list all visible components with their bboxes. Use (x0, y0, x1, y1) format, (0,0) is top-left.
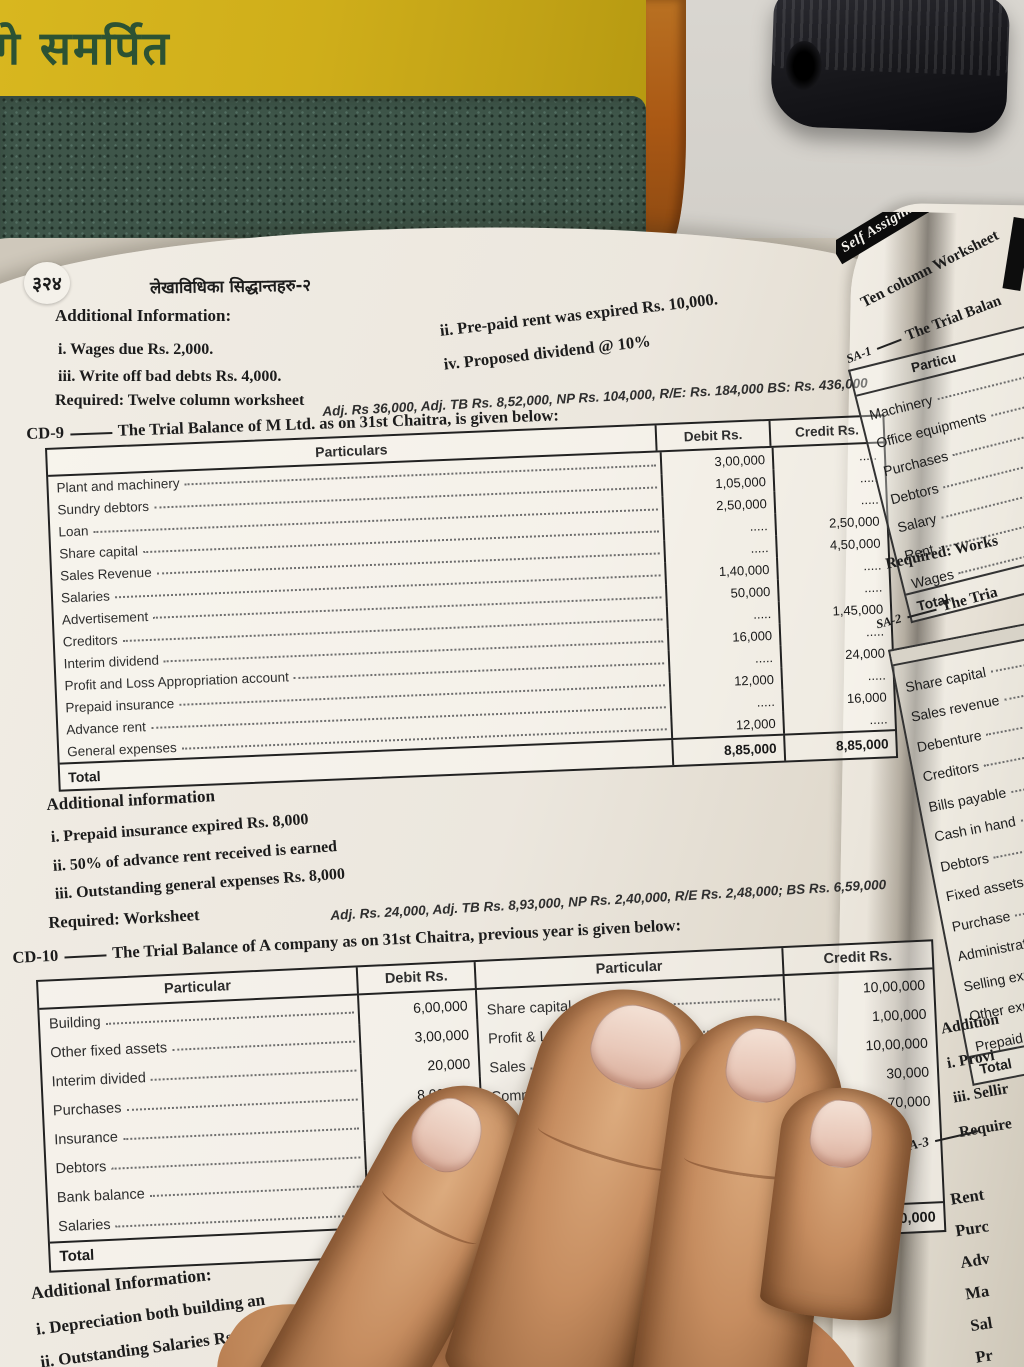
row-label: Plant and machinery (56, 475, 180, 496)
cd9-body: Plant and machinery 3,00,000 ..... Sundr… (48, 443, 895, 762)
dotted-leader (993, 828, 1024, 859)
dotted-leader (149, 1184, 362, 1197)
row-label: Advertisement (61, 608, 149, 627)
row-label: Creditors (62, 631, 118, 649)
chapter-header: लेखाविधिका सिद्धान्तहरु-२ (149, 275, 312, 298)
page-number-badge: ३२४ (24, 262, 70, 304)
poster-dark-band (0, 96, 646, 242)
list-item: Pr (973, 1345, 995, 1367)
fingernail (721, 1023, 802, 1107)
poster-orange-edge (646, 0, 686, 246)
dotted-leader (990, 388, 1024, 417)
knuckle-crease (535, 1117, 676, 1179)
knuckle-crease (377, 1180, 483, 1252)
dotted-leader (1003, 679, 1024, 701)
col-debit: Debit Rs. (654, 420, 770, 451)
cd9-trial-balance-table: Particulars Debit Rs. Credit Rs. Plant a… (45, 414, 899, 792)
row-label-left: Building (48, 1013, 101, 1032)
sa1-tag: SA-1 (844, 343, 874, 367)
dotted-leader (1020, 798, 1024, 822)
sa2-tag: SA-2 (874, 611, 903, 632)
blank-line (69, 429, 112, 436)
info-item: i. Wages due Rs. 2,000. (58, 341, 214, 358)
row-label-left: Purchases (52, 1099, 122, 1119)
blank-line (906, 605, 937, 619)
list-item: Adv (958, 1248, 991, 1272)
fingernail (806, 1096, 877, 1172)
poster-devanagari-text: गे समर्पित (0, 21, 171, 75)
cd9-tag: CD-9 (26, 422, 65, 443)
row-label: Interim dividend (63, 652, 160, 671)
sa2-rows: Share capital Sales revenue Debenture Credi… (893, 626, 1024, 1055)
blank-line (64, 951, 107, 959)
dotted-leader (122, 1126, 360, 1140)
row-label: Sundry debtors (57, 498, 150, 518)
row-label: Loan (58, 522, 89, 540)
info1-required: Required: Twelve column worksheet (55, 392, 305, 409)
row-label: Prepaid insurance (65, 695, 175, 715)
row-label-left: Insurance (53, 1128, 119, 1148)
dotted-leader (1010, 768, 1024, 793)
knob-hole (784, 40, 823, 92)
row-label-left: Salaries (57, 1216, 111, 1235)
row-label: General expenses (66, 739, 177, 759)
dotted-leader (115, 1213, 364, 1228)
row-label: Sales Revenue (59, 564, 152, 583)
sa3-list: Rent Purc Adv Ma Sal Pr (948, 1179, 1012, 1367)
dotted-leader (172, 1040, 356, 1051)
row-label-left: Bank balance (56, 1185, 146, 1206)
row-label-left: Other fixed assets (49, 1039, 168, 1061)
cd10-tag: CD-10 (12, 945, 59, 967)
row-label: Advance rent (66, 718, 147, 737)
dotted-leader (111, 1155, 361, 1170)
page-number: ३२४ (32, 274, 62, 295)
dotted-leader (990, 649, 1024, 673)
row-label: Share capital (58, 542, 139, 562)
row-label-left: Debtors (55, 1158, 107, 1177)
total-debit: 8,85,000 (671, 735, 785, 766)
yellow-poster: गे समर्पित (0, 0, 672, 242)
blank-line (875, 335, 902, 350)
row-label: Salaries (60, 588, 111, 605)
row-label-left: Interim divided (51, 1069, 147, 1090)
dotted-leader (126, 1098, 358, 1111)
dotted-leader (986, 708, 1024, 736)
debit-amount: 12,000 (670, 711, 784, 739)
info-item: iii. Write off bad debts Rs. 4,000. (58, 368, 282, 385)
dotted-leader (150, 1069, 357, 1081)
dotted-leader (983, 738, 1024, 767)
dotted-leader (1014, 888, 1024, 917)
dotted-leader (105, 1011, 354, 1025)
black-wall-knob (769, 0, 1011, 135)
info1-title: Additional Information: (55, 306, 232, 325)
info1-items-left: i. Wages due Rs. 2,000. iii. Write off ba… (58, 336, 281, 390)
